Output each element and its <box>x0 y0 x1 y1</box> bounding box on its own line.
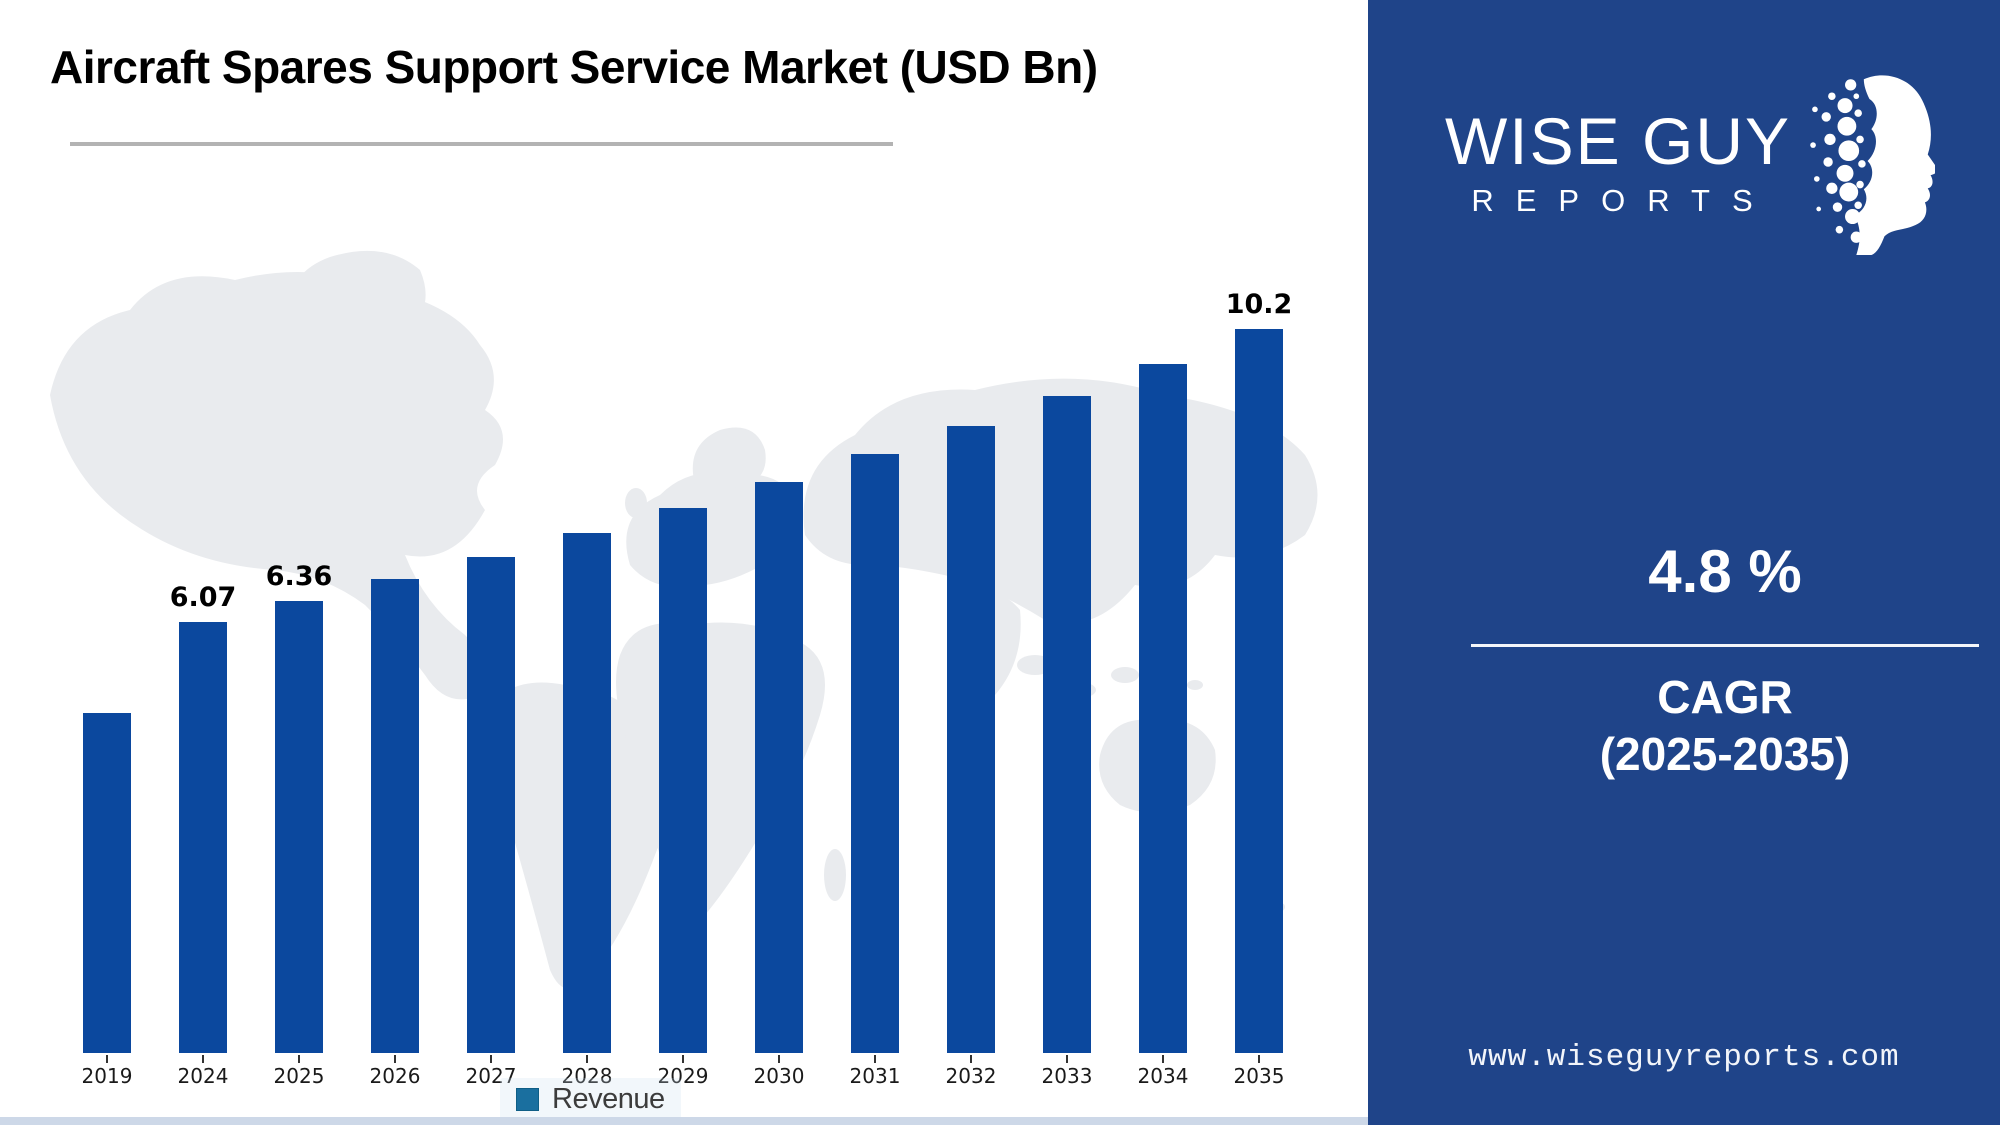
year-label-2035: 2035 <box>1233 1064 1285 1088</box>
axis-tick <box>778 1055 780 1063</box>
year-label-2024: 2024 <box>177 1064 229 1088</box>
bar-value-label-2025: 6.36 <box>265 561 333 592</box>
head-profile-icon <box>1810 75 1936 256</box>
cagr-label: CAGR <box>1657 671 1793 723</box>
axis-tick <box>682 1055 684 1063</box>
bar-2019 <box>83 713 131 1053</box>
bar-2029 <box>659 508 707 1053</box>
axis-tick <box>586 1055 588 1063</box>
sidebar: WISE GUY REPORTS <box>1368 0 2000 1125</box>
cagr-divider <box>1471 644 1979 647</box>
cagr-value: 4.8 % <box>1648 538 1802 605</box>
legend-swatch-icon <box>516 1088 539 1111</box>
bar-value-label-2035: 10.2 <box>1225 289 1293 320</box>
year-label-2028: 2028 <box>561 1064 613 1088</box>
chart-title: Aircraft Spares Support Service Market (… <box>50 41 1098 93</box>
bar-2033 <box>1043 396 1091 1053</box>
axis-tick <box>874 1055 876 1063</box>
brand-name: WISE GUY <box>1444 104 1792 179</box>
bar-2024 <box>179 622 227 1053</box>
legend-label: Revenue <box>552 1083 665 1115</box>
brand-logo: WISE GUY REPORTS <box>1374 68 2000 256</box>
axis-tick <box>970 1055 972 1063</box>
bar-2026 <box>371 579 419 1053</box>
bar-2032 <box>947 426 995 1053</box>
axis-tick <box>1258 1055 1260 1063</box>
year-label-2033: 2033 <box>1041 1064 1093 1088</box>
bottom-strip <box>0 1117 1368 1125</box>
year-label-2029: 2029 <box>657 1064 709 1088</box>
axis-tick <box>394 1055 396 1063</box>
bar-2034 <box>1139 364 1187 1053</box>
year-label-2025: 2025 <box>273 1064 325 1088</box>
cagr-block: 4.8 % CAGR (2025-2035) <box>1471 538 1979 783</box>
brand-logo-text: WISE GUY REPORTS <box>1444 104 1792 219</box>
year-label-2019: 2019 <box>81 1064 133 1088</box>
axis-tick <box>1162 1055 1164 1063</box>
bar-2031 <box>851 454 899 1053</box>
axis-tick <box>298 1055 300 1063</box>
year-label-2030: 2030 <box>753 1064 805 1088</box>
axis-tick <box>1066 1055 1068 1063</box>
bar-2025 <box>275 601 323 1053</box>
brand-subname: REPORTS <box>1471 182 1775 218</box>
year-label-2034: 2034 <box>1137 1064 1189 1088</box>
axis-tick <box>490 1055 492 1063</box>
website-link: www.wiseguyreports.com <box>1468 1040 1900 1075</box>
bar-chart: 2019 6.07 2024 6.36 2025 2026 2027 2028 2029 2030… <box>81 289 1293 1088</box>
year-label-2032: 2032 <box>945 1064 997 1088</box>
bar-2027 <box>467 557 515 1053</box>
bar-value-label-2024: 6.07 <box>169 582 237 613</box>
year-label-2031: 2031 <box>849 1064 901 1088</box>
bar-2035 <box>1235 329 1283 1053</box>
axis-tick <box>106 1055 108 1063</box>
axis-tick <box>202 1055 204 1063</box>
year-label-2026: 2026 <box>369 1064 421 1088</box>
title-underline <box>70 142 893 146</box>
bar-2028 <box>563 533 611 1053</box>
year-label-2027: 2027 <box>465 1064 517 1088</box>
bar-2030 <box>755 482 803 1053</box>
cagr-period: (2025-2035) <box>1599 728 1851 780</box>
chart-area: Aircraft Spares Support Service Market (… <box>0 41 1368 1125</box>
legend: Revenue <box>500 1078 681 1123</box>
